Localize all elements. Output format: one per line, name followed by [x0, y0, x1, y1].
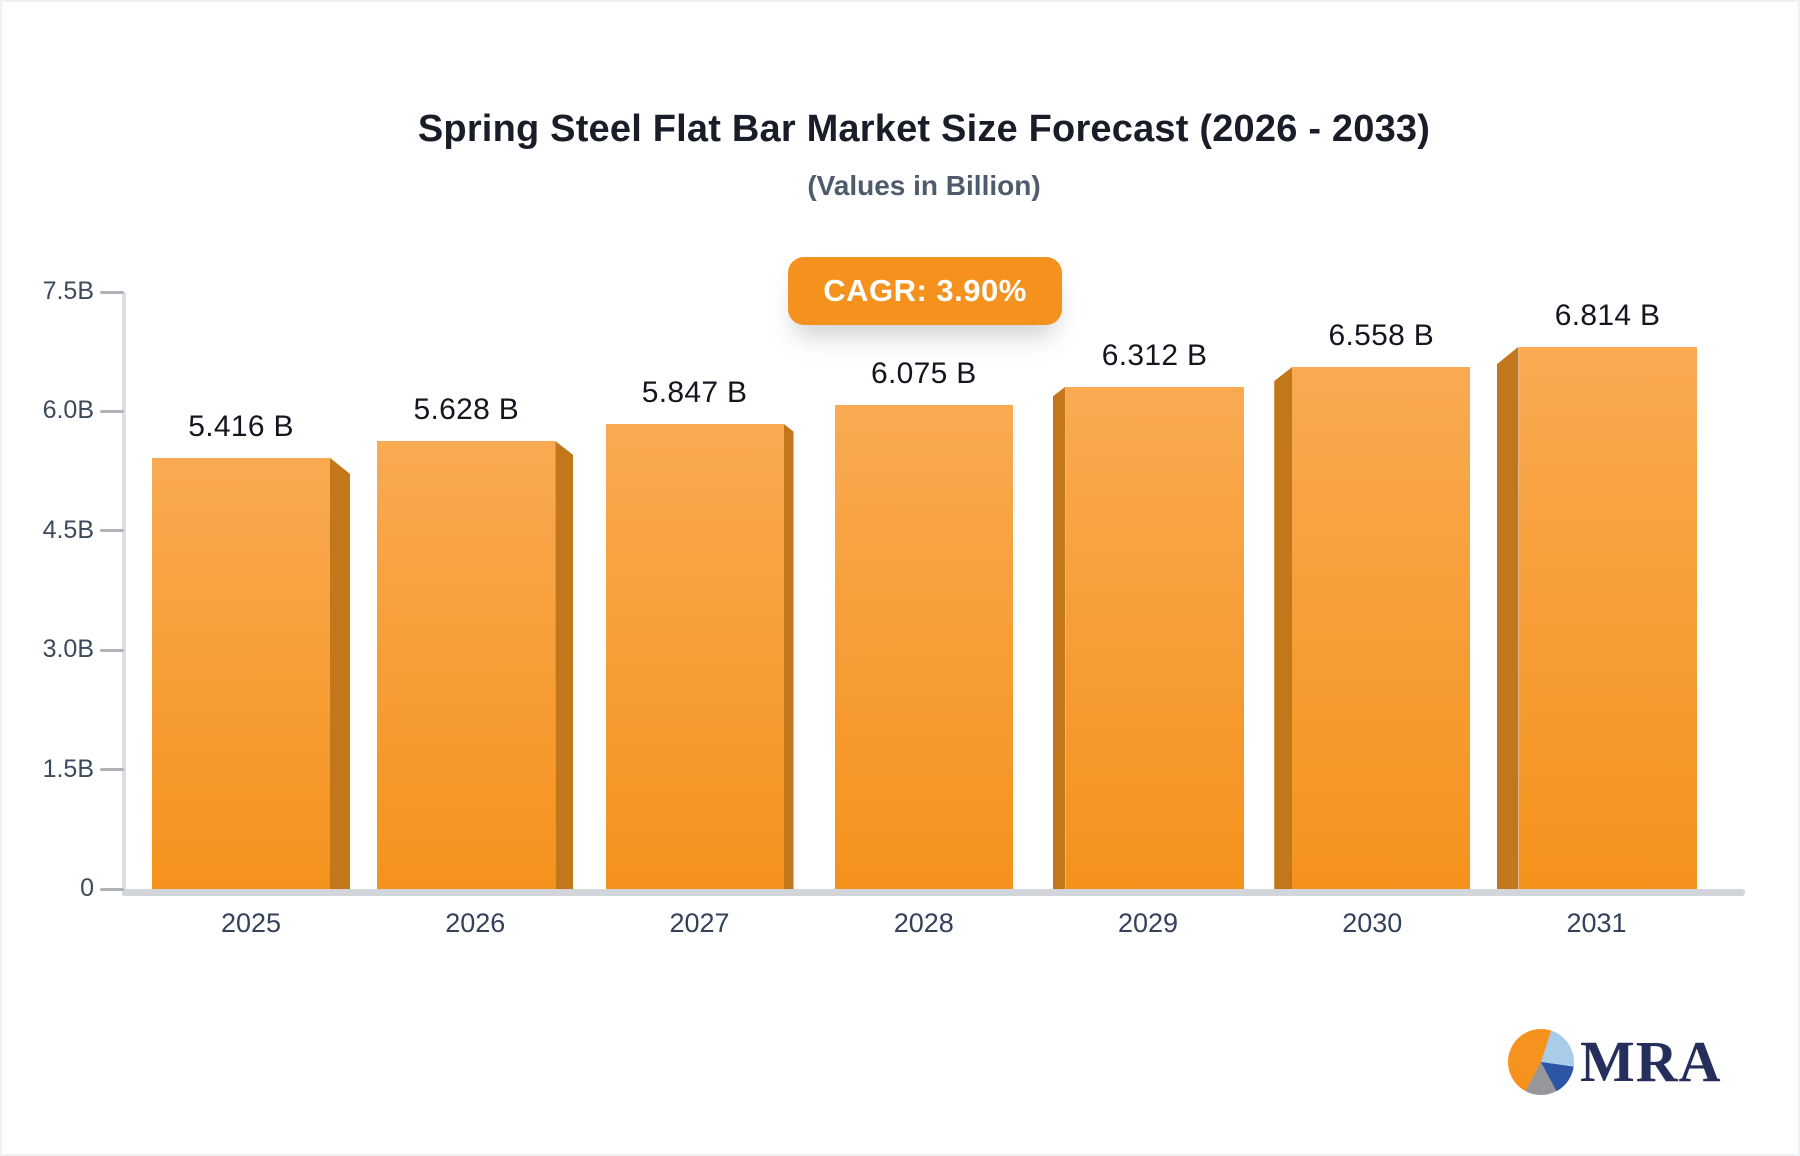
- bar-2030: [1292, 366, 1471, 889]
- bar-2025: [152, 457, 330, 889]
- cagr-badge: CAGR: 3.90%: [788, 257, 1062, 325]
- y-tick-label: 3.0B: [42, 635, 94, 664]
- bar-2029-side-face: [1052, 386, 1066, 889]
- x-tick-label: 2030: [1342, 908, 1403, 938]
- x-tick-label: 2031: [1566, 908, 1627, 938]
- x-tick-label: 2028: [893, 908, 954, 938]
- bar-value-label: 6.814 B: [1554, 298, 1661, 332]
- bar-value-label: 6.075 B: [870, 357, 977, 391]
- y-tick-label: 0: [80, 874, 94, 902]
- y-tick-mark: [100, 409, 124, 413]
- y-tick-label: 4.5B: [42, 515, 94, 544]
- mra-logo: MRA: [1508, 1028, 1722, 1095]
- y-tick-mark: [100, 887, 124, 891]
- bar-value-label: 5.416 B: [188, 409, 294, 443]
- bar-2031: [1518, 346, 1697, 889]
- y-tick-mark: [100, 529, 124, 533]
- y-tick-label: 6.0B: [42, 396, 94, 425]
- bar-value-label: 6.312 B: [1101, 338, 1208, 372]
- y-tick-mark: [100, 768, 124, 772]
- bar-2029: [1065, 386, 1244, 889]
- y-axis-line: [122, 292, 126, 896]
- x-axis-line: [122, 889, 1745, 896]
- bar-2027-side-face: [783, 423, 794, 889]
- y-tick-mark: [100, 648, 124, 652]
- chart-title: Spring Steel Flat Bar Market Size Foreca…: [417, 108, 1431, 150]
- y-tick-label: 7.5B: [42, 277, 94, 305]
- chart-subtitle: (Values in Billion): [807, 170, 1041, 201]
- y-tick-mark: [100, 290, 124, 294]
- bar-2027: [605, 423, 784, 889]
- x-tick-label: 2027: [669, 908, 730, 938]
- logo-text: MRA: [1580, 1029, 1722, 1094]
- bar-2031-side-face: [1496, 346, 1519, 889]
- x-tick-label: 2025: [220, 908, 282, 938]
- x-tick-label: 2026: [445, 908, 506, 938]
- bar-2030-side-face: [1274, 366, 1293, 889]
- pie-chart-icon: [1508, 1028, 1574, 1095]
- x-tick-label: 2029: [1117, 908, 1179, 938]
- bar-2025-side-face: [330, 457, 350, 889]
- y-tick-label: 1.5B: [42, 754, 94, 783]
- bar-value-label: 6.558 B: [1328, 318, 1435, 352]
- bar-value-label: 5.628 B: [413, 393, 520, 426]
- bar-2028: [834, 405, 1013, 889]
- bar-2026: [377, 441, 556, 889]
- bar-value-label: 5.847 B: [641, 375, 748, 409]
- bar-2026-side-face: [555, 441, 574, 889]
